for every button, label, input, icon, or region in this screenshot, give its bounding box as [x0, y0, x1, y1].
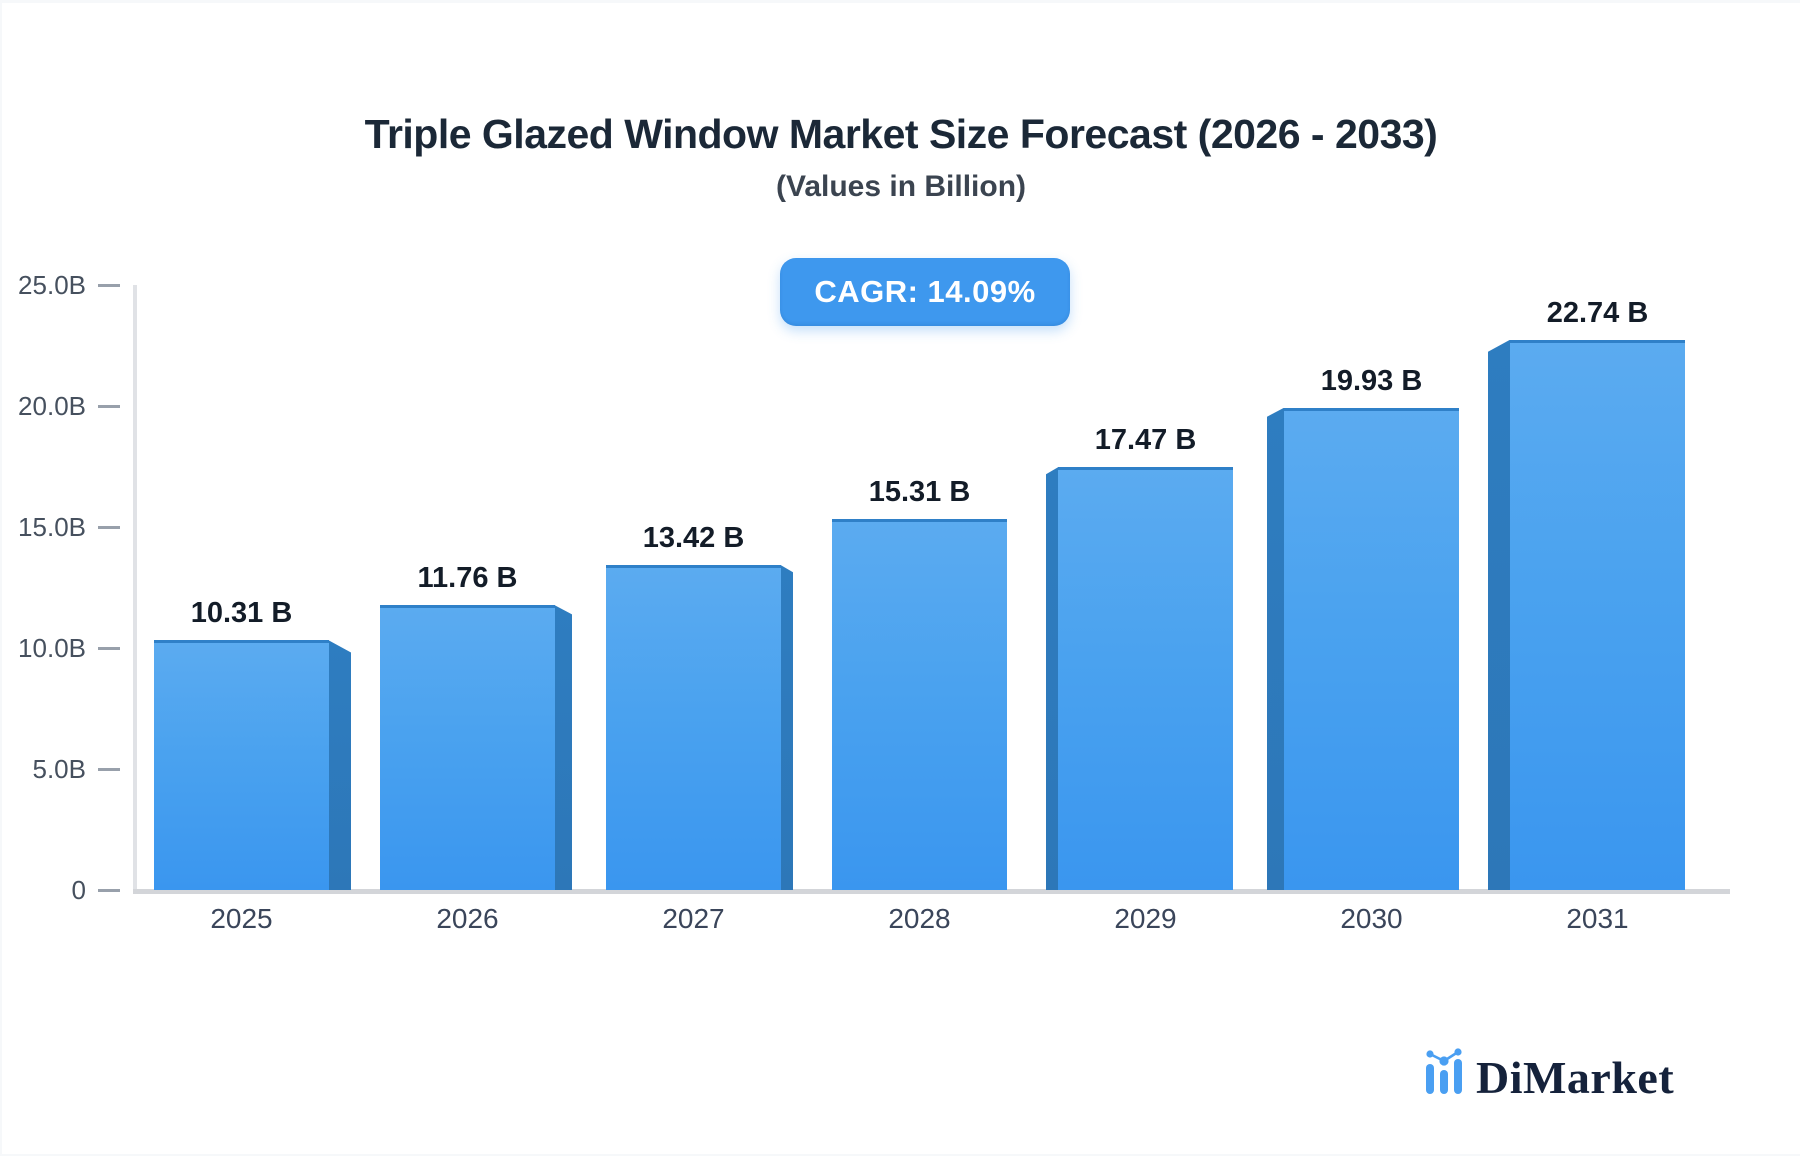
- cagr-badge: CAGR: 14.09%: [780, 258, 1070, 326]
- y-axis-line: [133, 285, 137, 891]
- x-axis-label: 2025: [210, 903, 273, 934]
- bar: [1058, 467, 1233, 890]
- plot-area: 25.0B 20.0B 15.0B 10.0B 5.0B 0 10.31 B 2025 11.7…: [2, 3, 1800, 1154]
- y-axis-label: 5.0B: [32, 754, 87, 784]
- bar-value-label: 13.42 B: [642, 522, 745, 555]
- y-axis-label: 20.0B: [18, 391, 86, 421]
- bar-side-face: [1488, 339, 1510, 890]
- bar-chart-trend-icon: [1426, 1047, 1463, 1099]
- y-tick-mark: [98, 284, 120, 287]
- x-axis-label: 2030: [1340, 903, 1403, 934]
- bar-value-label: 19.93 B: [1320, 364, 1423, 397]
- x-axis-baseline: [133, 889, 1730, 894]
- bar-value-label: 10.31 B: [190, 597, 293, 630]
- x-axis-label: 2027: [662, 903, 725, 934]
- y-axis-label: 0: [71, 875, 86, 905]
- y-tick-mark: [98, 768, 120, 771]
- x-axis-label: 2029: [1114, 903, 1177, 934]
- bar: [606, 565, 781, 890]
- y-axis-label: 15.0B: [18, 512, 86, 542]
- bar: [380, 605, 555, 890]
- bar-side-face: [555, 605, 572, 890]
- y-axis-label: 10.0B: [18, 633, 86, 663]
- bar-value-label: 11.76 B: [417, 562, 518, 595]
- chart-title: Triple Glazed Window Market Size Forecas…: [364, 111, 1438, 157]
- bar: [1510, 339, 1685, 890]
- bar-side-face: [1267, 407, 1284, 890]
- bar-value-label: 15.31 B: [868, 476, 971, 509]
- chart-subtitle: (Values in Billion): [775, 170, 1027, 203]
- brand-logo: DiMarket: [1426, 1047, 1675, 1103]
- y-tick-mark: [98, 526, 120, 529]
- bar: [1284, 407, 1459, 890]
- brand-name: DiMarket: [1476, 1052, 1675, 1103]
- bar-side-face: [1046, 467, 1058, 890]
- x-axis-label: 2031: [1566, 903, 1629, 934]
- y-tick-mark: [98, 405, 120, 408]
- bar: [154, 640, 329, 890]
- bar-side-face: [329, 640, 351, 890]
- y-tick-mark: [98, 889, 120, 892]
- y-tick-mark: [98, 647, 120, 650]
- bar-side-face: [781, 565, 793, 890]
- bar-value-label: 17.47 B: [1094, 424, 1197, 457]
- bar-value-label: 22.74 B: [1546, 296, 1649, 329]
- bar: [832, 519, 1007, 890]
- y-axis-label: 25.0B: [18, 270, 86, 300]
- x-axis-label: 2028: [888, 903, 951, 934]
- x-axis-label: 2026: [436, 903, 499, 934]
